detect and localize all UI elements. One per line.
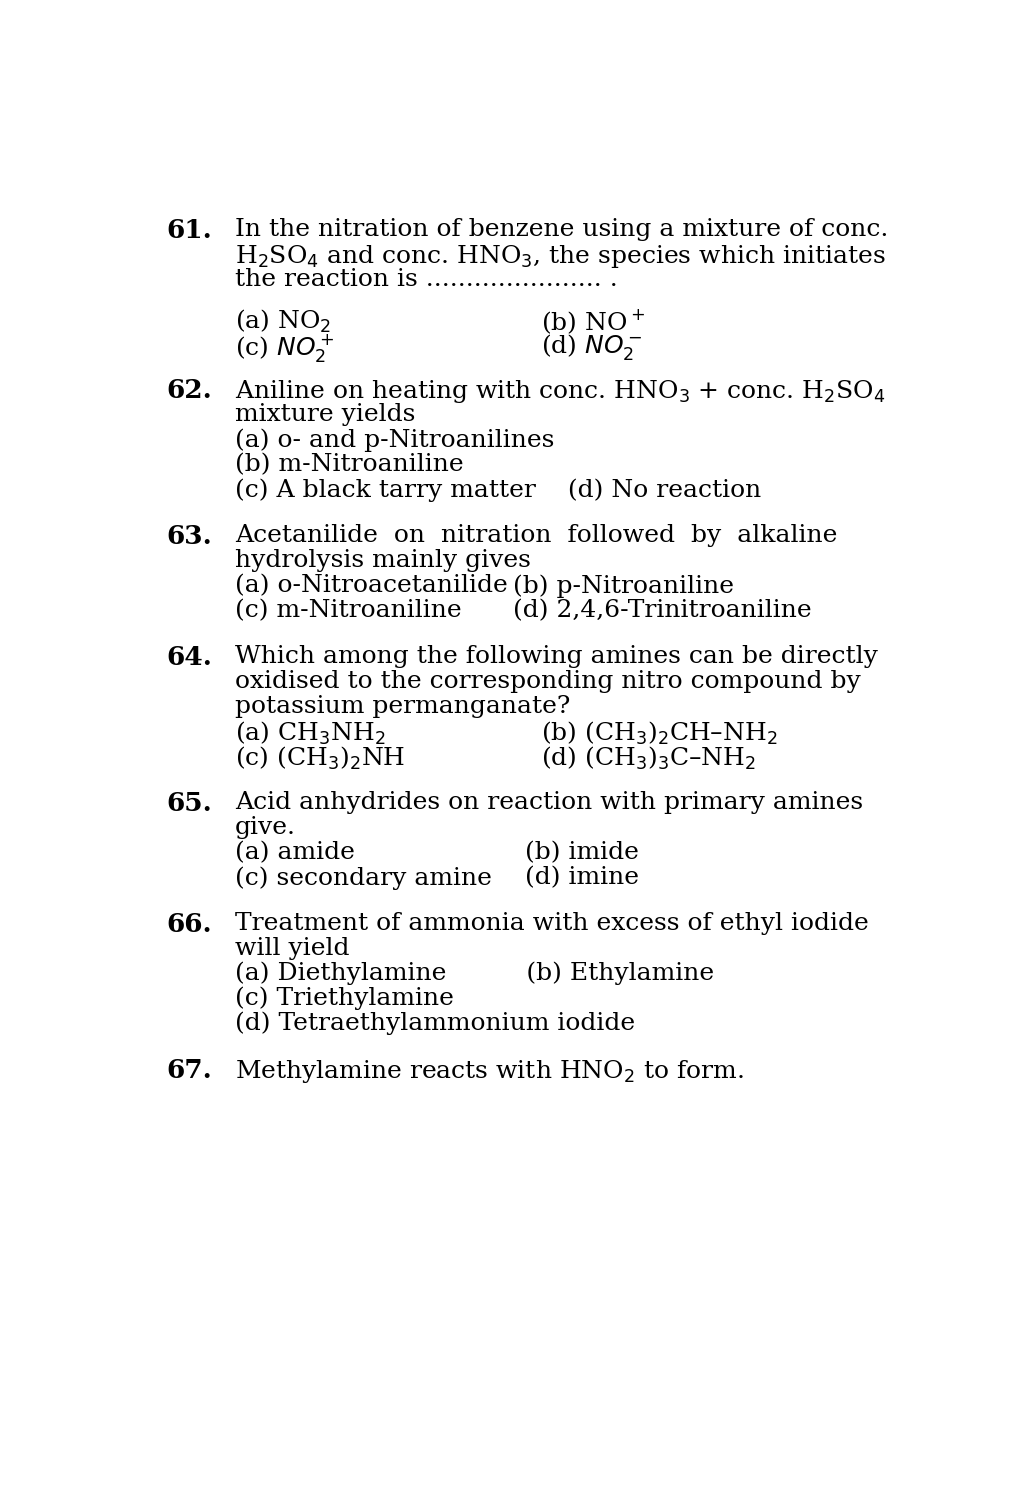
Text: Acid anhydrides on reaction with primary amines: Acid anhydrides on reaction with primary… [236, 791, 863, 814]
Text: Acetanilide  on  nitration  followed  by  alkaline: Acetanilide on nitration followed by alk… [236, 524, 838, 547]
Text: will yield: will yield [236, 936, 349, 960]
Text: Methylamine reacts with HNO$_2$ to form.: Methylamine reacts with HNO$_2$ to form. [236, 1059, 744, 1084]
Text: (a) o- and p-Nitroanilines: (a) o- and p-Nitroanilines [236, 429, 555, 451]
Text: (d) imine: (d) imine [524, 867, 639, 889]
Text: Which among the following amines can be directly: Which among the following amines can be … [236, 645, 878, 667]
Text: (a) Diethylamine          (b) Ethylamine: (a) Diethylamine (b) Ethylamine [236, 962, 715, 986]
Text: (d) Tetraethylammonium iodide: (d) Tetraethylammonium iodide [236, 1012, 635, 1036]
Text: (a) o-Nitroacetanilide: (a) o-Nitroacetanilide [236, 574, 508, 596]
Text: (c) A black tarry matter    (d) No reaction: (c) A black tarry matter (d) No reaction [236, 479, 762, 501]
Text: hydrolysis mainly gives: hydrolysis mainly gives [236, 550, 531, 572]
Text: (c) (CH$_3$)$_2$NH: (c) (CH$_3$)$_2$NH [236, 744, 406, 772]
Text: (a) amide: (a) amide [236, 841, 355, 864]
Text: (d) (CH$_3$)$_3$C–NH$_2$: (d) (CH$_3$)$_3$C–NH$_2$ [541, 744, 756, 772]
Text: 64.: 64. [166, 645, 212, 670]
Text: (b) m-Nitroaniline: (b) m-Nitroaniline [236, 453, 464, 476]
Text: (b) imide: (b) imide [524, 841, 639, 864]
Text: (d) 2,4,6-Trinitroaniline: (d) 2,4,6-Trinitroaniline [513, 599, 812, 622]
Text: give.: give. [236, 815, 296, 840]
Text: Aniline on heating with conc. HNO$_3$ + conc. H$_2$SO$_4$: Aniline on heating with conc. HNO$_3$ + … [236, 379, 886, 405]
Text: 61.: 61. [166, 219, 212, 243]
Text: (a) NO$_2$: (a) NO$_2$ [236, 308, 332, 335]
Text: Treatment of ammonia with excess of ethyl iodide: Treatment of ammonia with excess of ethy… [236, 912, 869, 935]
Text: potassium permanganate?: potassium permanganate? [236, 695, 570, 719]
Text: (c) secondary amine: (c) secondary amine [236, 867, 492, 889]
Text: 65.: 65. [166, 791, 212, 815]
Text: 67.: 67. [166, 1059, 212, 1083]
Text: In the nitration of benzene using a mixture of conc.: In the nitration of benzene using a mixt… [236, 219, 889, 242]
Text: H$_2$SO$_4$ and conc. HNO$_3$, the species which initiates: H$_2$SO$_4$ and conc. HNO$_3$, the speci… [236, 243, 886, 270]
Text: (b) NO$^+$: (b) NO$^+$ [541, 308, 645, 335]
Text: (a) CH$_3$NH$_2$: (a) CH$_3$NH$_2$ [236, 720, 386, 747]
Text: (b) p-Nitroaniline: (b) p-Nitroaniline [513, 574, 734, 598]
Text: (c) m-Nitroaniline: (c) m-Nitroaniline [236, 599, 462, 622]
Text: (b) (CH$_3$)$_2$CH–NH$_2$: (b) (CH$_3$)$_2$CH–NH$_2$ [541, 720, 777, 747]
Text: 63.: 63. [166, 524, 212, 550]
Text: oxidised to the corresponding nitro compound by: oxidised to the corresponding nitro comp… [236, 670, 861, 693]
Text: mixture yields: mixture yields [236, 403, 416, 426]
Text: 66.: 66. [166, 912, 212, 938]
Text: 62.: 62. [166, 379, 212, 403]
Text: (c) Triethylamine: (c) Triethylamine [236, 988, 454, 1010]
Text: the reaction is ...................... .: the reaction is ...................... . [236, 269, 617, 291]
Text: (c) $\mathit{NO_2^+}$: (c) $\mathit{NO_2^+}$ [236, 332, 335, 364]
Text: (d) $\mathit{NO_2^-}$: (d) $\mathit{NO_2^-}$ [541, 332, 642, 362]
